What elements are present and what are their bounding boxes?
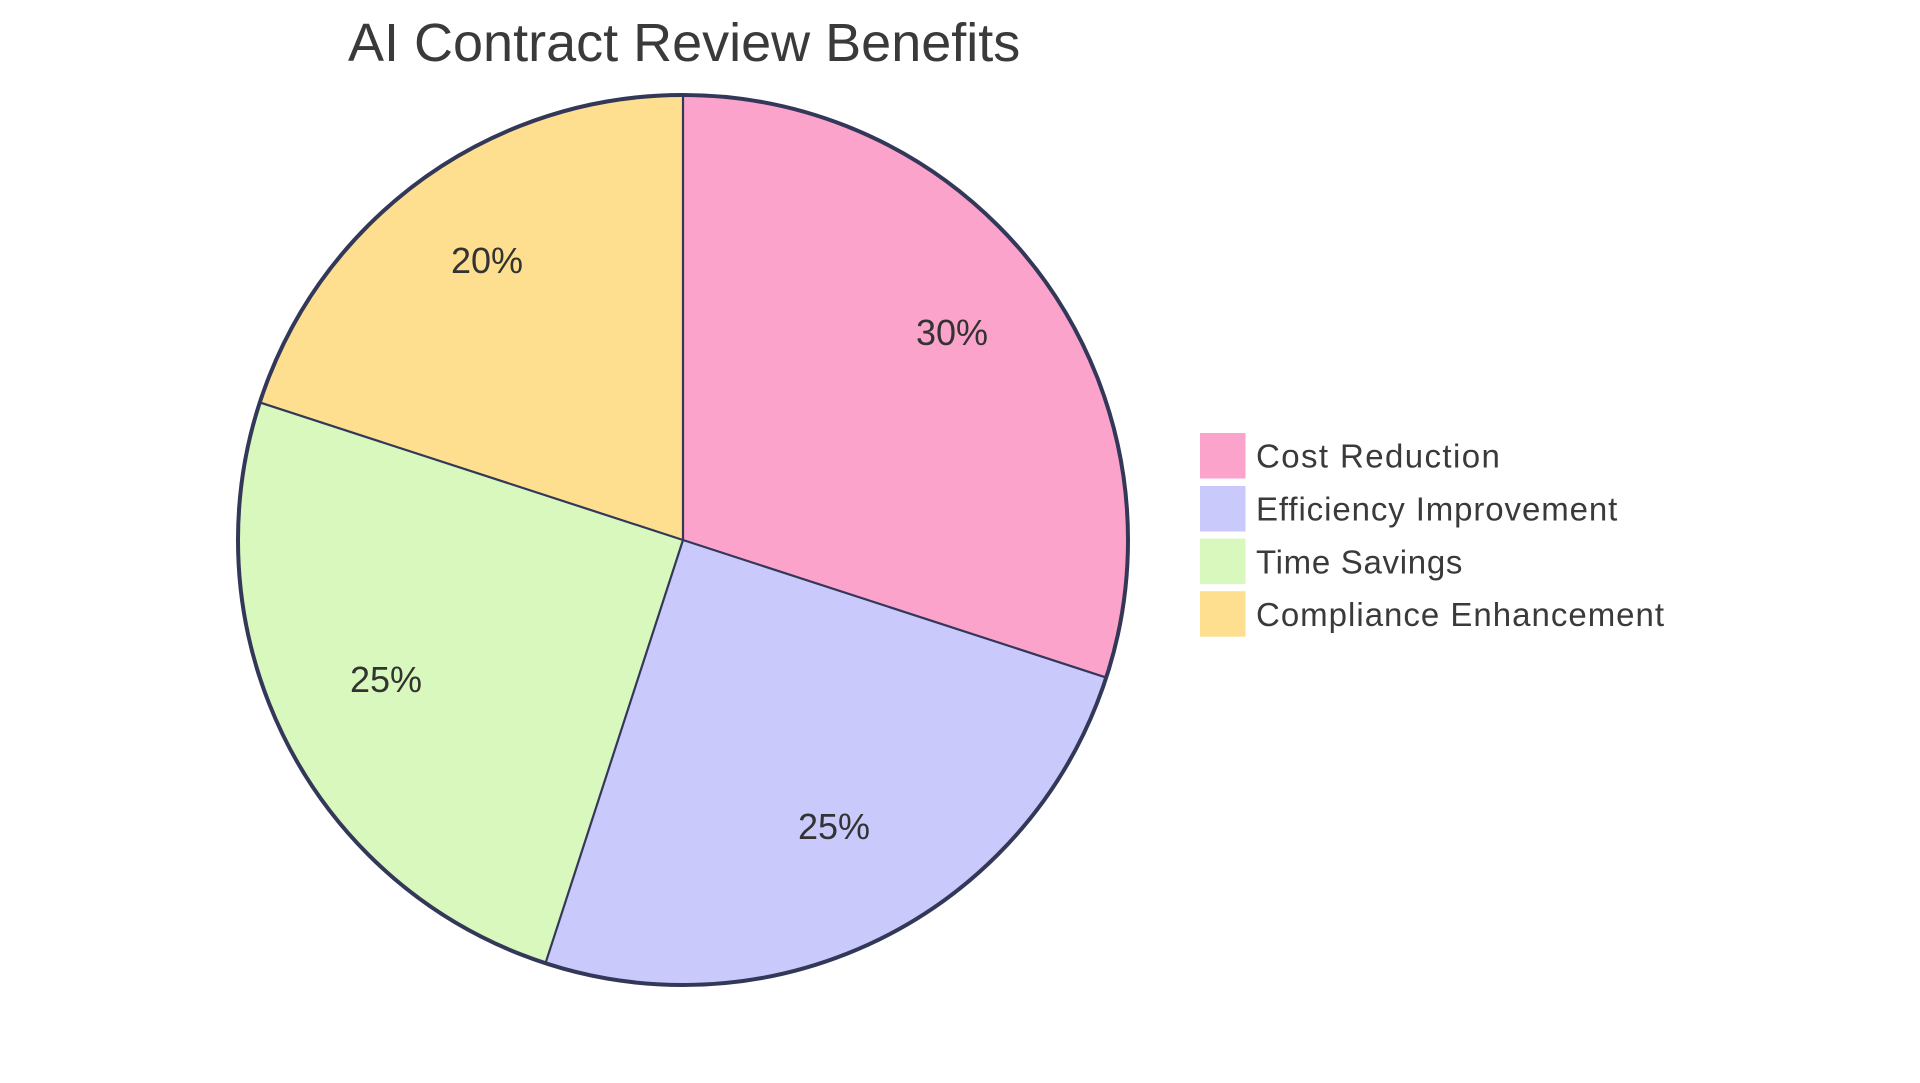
svg-text:AI Contract Review Benefits: AI Contract Review Benefits (348, 13, 1020, 73)
svg-text:30%: 30% (916, 312, 988, 353)
svg-text:25%: 25% (798, 806, 870, 847)
svg-text:20%: 20% (451, 240, 523, 281)
svg-text:Time Savings: Time Savings (1256, 543, 1463, 580)
svg-text:25%: 25% (350, 659, 422, 700)
svg-text:Compliance Enhancement: Compliance Enhancement (1256, 596, 1665, 633)
svg-text:Cost Reduction: Cost Reduction (1256, 438, 1501, 475)
svg-text:Efficiency Improvement: Efficiency Improvement (1256, 491, 1618, 528)
